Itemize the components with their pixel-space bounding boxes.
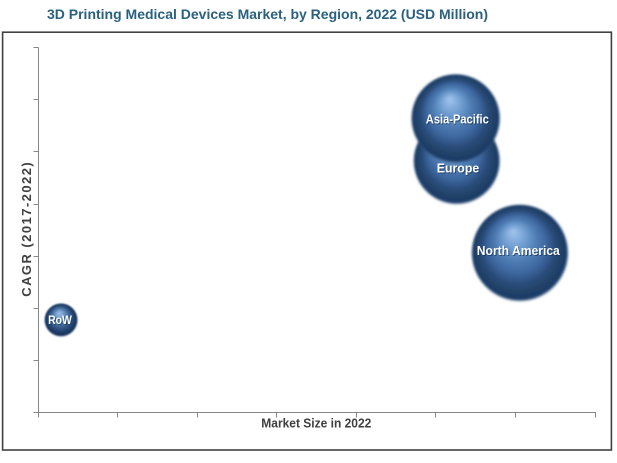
svg-text:RoW: RoW <box>49 314 74 328</box>
svg-text:North America: North America <box>477 243 561 258</box>
svg-text:3D Printing Medical Devices Ma: 3D Printing Medical Devices Market, by R… <box>47 7 488 22</box>
svg-text:Asia-Pacific: Asia-Pacific <box>427 112 490 127</box>
svg-text:Asia-Pacific: Asia-Pacific <box>426 112 489 127</box>
svg-text:Europe: Europe <box>437 161 480 176</box>
svg-text:Europe: Europe <box>438 161 481 176</box>
svg-text:CAGR (2017-2022): CAGR (2017-2022) <box>19 162 34 297</box>
svg-text:RoW: RoW <box>48 313 73 327</box>
svg-text:North America: North America <box>478 244 562 259</box>
svg-text:Market Size in 2022: Market Size in 2022 <box>261 416 371 431</box>
